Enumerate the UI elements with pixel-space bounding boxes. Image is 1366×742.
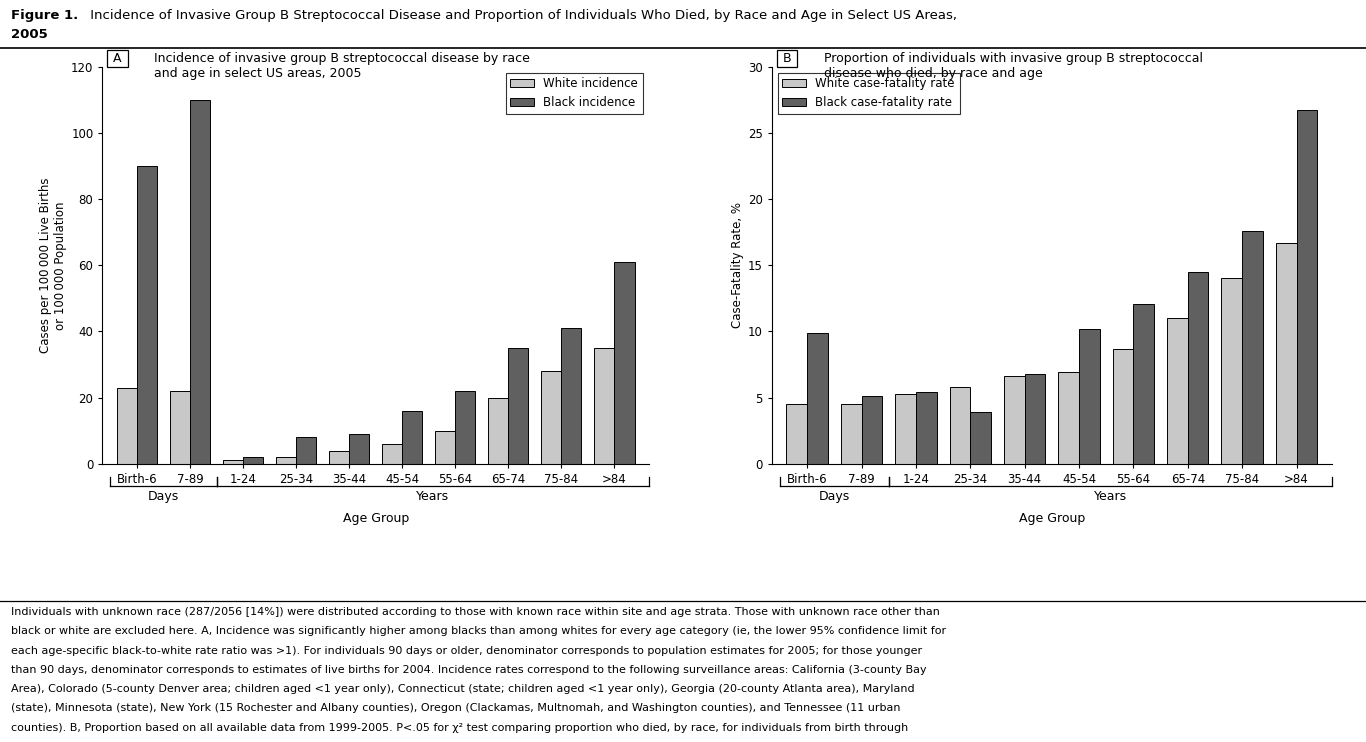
Bar (276, 457, 296, 464)
Text: Years: Years (417, 490, 449, 503)
Bar (970, 412, 990, 464)
Bar (382, 444, 402, 464)
Text: Proportion of individuals with invasive group B streptococcal: Proportion of individuals with invasive … (824, 52, 1202, 65)
Text: Years: Years (1094, 490, 1127, 503)
Bar (1221, 278, 1242, 464)
Bar (488, 398, 508, 464)
Bar (1004, 376, 1024, 464)
Bar (350, 434, 369, 464)
Bar (243, 457, 264, 464)
Text: counties). B, Proportion based on all available data from 1999-2005. P<.05 for χ: counties). B, Proportion based on all av… (11, 723, 908, 732)
Text: Individuals with unknown race (287/2056 [14%]) were distributed according to tho: Individuals with unknown race (287/2056 … (11, 607, 940, 617)
Bar (434, 430, 455, 464)
Bar (1079, 329, 1100, 464)
Bar (169, 391, 190, 464)
Text: Days: Days (148, 490, 179, 503)
Bar (223, 461, 243, 464)
Text: and age in select US areas, 2005: and age in select US areas, 2005 (154, 67, 362, 80)
Bar (1188, 272, 1209, 464)
Bar (329, 450, 350, 464)
Bar (787, 404, 807, 464)
Bar (1242, 231, 1262, 464)
Bar (841, 404, 862, 464)
Bar (594, 348, 615, 464)
Text: Incidence of invasive group B streptococcal disease by race: Incidence of invasive group B streptococ… (154, 52, 530, 65)
Bar (296, 437, 317, 464)
Bar (615, 262, 635, 464)
Text: than 90 days, denominator corresponds to estimates of live births for 2004. Inci: than 90 days, denominator corresponds to… (11, 665, 926, 674)
Bar (561, 328, 582, 464)
Text: 2005: 2005 (11, 28, 48, 42)
Text: Days: Days (818, 490, 850, 503)
Bar (137, 166, 157, 464)
Text: Age Group: Age Group (343, 512, 408, 525)
Legend: White case-fatality rate, Black case-fatality rate: White case-fatality rate, Black case-fat… (777, 73, 960, 114)
Text: (state), Minnesota (state), New York (15 Rochester and Albany counties), Oregon : (state), Minnesota (state), New York (15… (11, 703, 900, 713)
Y-axis label: Case-Fatality Rate, %: Case-Fatality Rate, % (731, 203, 743, 328)
Bar (1276, 243, 1296, 464)
Bar (1113, 349, 1134, 464)
Text: Area), Colorado (5-county Denver area; children aged <1 year only), Connecticut : Area), Colorado (5-county Denver area; c… (11, 684, 915, 694)
Y-axis label: Cases per 100 000 Live Births
or 100 000 Population: Cases per 100 000 Live Births or 100 000… (38, 177, 67, 353)
Bar (190, 100, 210, 464)
Bar (116, 387, 137, 464)
Bar (1167, 318, 1188, 464)
Bar (1059, 372, 1079, 464)
Bar (541, 371, 561, 464)
Bar (402, 411, 422, 464)
Bar (1134, 303, 1154, 464)
Text: Figure 1.: Figure 1. (11, 9, 78, 22)
Text: Age Group: Age Group (1019, 512, 1085, 525)
Bar (455, 391, 475, 464)
Text: each age-specific black-to-white rate ratio was >1). For individuals 90 days or : each age-specific black-to-white rate ra… (11, 646, 922, 655)
Bar (862, 396, 882, 464)
Text: disease who died, by race and age: disease who died, by race and age (824, 67, 1042, 80)
Bar (1296, 111, 1317, 464)
Bar (1024, 374, 1045, 464)
Text: A: A (109, 52, 126, 65)
Bar (915, 393, 937, 464)
Legend: White incidence, Black incidence: White incidence, Black incidence (505, 73, 643, 114)
Text: black or white are excluded here. A, Incidence was significantly higher among bl: black or white are excluded here. A, Inc… (11, 626, 947, 636)
Bar (807, 332, 828, 464)
Text: B: B (779, 52, 795, 65)
Bar (895, 393, 915, 464)
Bar (949, 387, 970, 464)
Bar (508, 348, 529, 464)
Text: Incidence of Invasive Group B Streptococcal Disease and Proportion of Individual: Incidence of Invasive Group B Streptococ… (86, 9, 958, 22)
